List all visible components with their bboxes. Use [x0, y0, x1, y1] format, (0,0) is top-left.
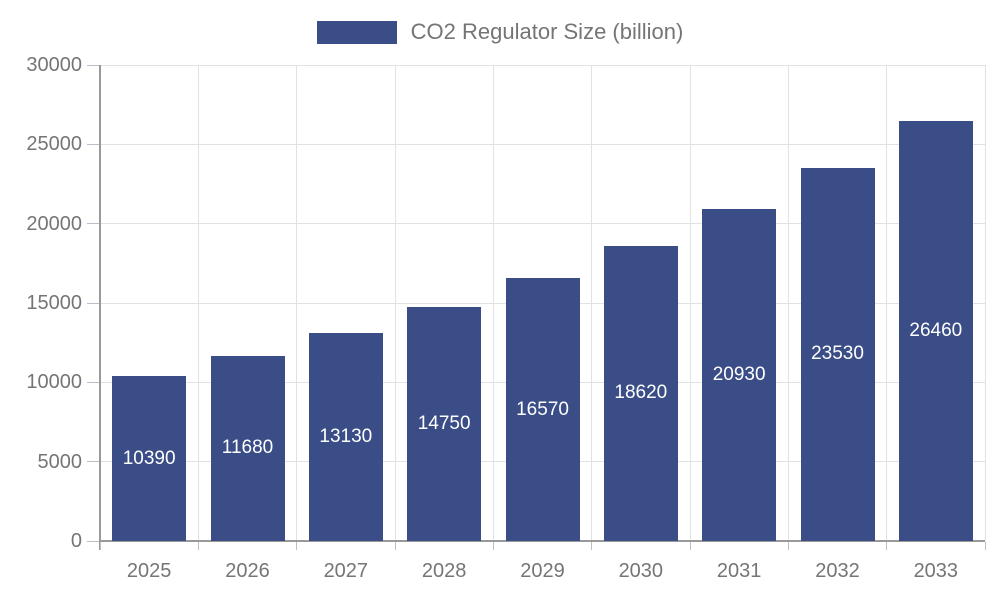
legend-item[interactable]: CO2 Regulator Size (billion) — [0, 19, 1000, 45]
bar[interactable]: 16570 — [505, 278, 580, 541]
y-axis-tick-label: 5000 — [37, 450, 83, 473]
v-gridline — [591, 65, 593, 541]
x-axis-tick-label: 2032 — [815, 560, 860, 582]
bar-value-label: 23530 — [811, 343, 864, 365]
h-gridline — [100, 223, 985, 225]
y-axis-line — [99, 65, 101, 550]
bar-value-label: 10390 — [122, 447, 176, 469]
x-axis-tick-label: 2027 — [323, 560, 369, 582]
bar[interactable]: 11680 — [210, 355, 285, 541]
y-axis-tick — [87, 302, 99, 304]
v-gridline — [197, 65, 199, 541]
y-axis-tick-label: 20000 — [26, 212, 82, 235]
y-axis-tick — [87, 143, 99, 145]
y-axis-tick-label: 15000 — [26, 292, 82, 314]
x-axis-tick-label: 2033 — [913, 560, 959, 582]
y-axis-tick — [87, 540, 99, 542]
bar-value-label: 14750 — [417, 412, 471, 434]
bar[interactable]: 23530 — [800, 167, 875, 541]
x-axis-tick — [197, 542, 199, 550]
x-axis-tick-label: 2031 — [716, 560, 762, 582]
bar-value-label: 20930 — [712, 363, 766, 385]
y-axis-tick — [87, 381, 99, 383]
x-axis-tick — [394, 542, 396, 550]
x-axis-tick-label: 2030 — [618, 560, 664, 582]
v-gridline — [689, 65, 691, 541]
bar-value-label: 18620 — [614, 382, 668, 404]
x-axis-tick — [492, 542, 494, 550]
bar[interactable]: 13130 — [308, 332, 383, 541]
bar-value-label: 11680 — [221, 437, 274, 459]
x-axis-tick — [787, 542, 789, 550]
y-axis-tick — [87, 64, 99, 66]
y-axis-tick — [87, 223, 99, 225]
y-axis-tick-label: 25000 — [26, 133, 82, 156]
legend-swatch — [316, 20, 397, 44]
v-gridline — [787, 65, 789, 541]
x-axis-tick — [99, 542, 101, 550]
v-gridline — [296, 65, 298, 541]
v-gridline — [886, 65, 888, 541]
bar[interactable]: 14750 — [407, 306, 482, 541]
x-axis-tick-label: 2028 — [421, 560, 467, 582]
bar-value-label: 16570 — [516, 398, 569, 420]
bar[interactable]: 26460 — [898, 121, 973, 541]
v-gridline — [984, 65, 986, 541]
h-gridline — [100, 64, 985, 66]
x-axis-tick-label: 2025 — [126, 560, 172, 582]
x-axis-tick — [886, 542, 888, 550]
bar-value-label: 26460 — [909, 320, 963, 342]
x-axis-line — [99, 540, 985, 542]
x-axis-tick — [984, 542, 986, 550]
y-axis-tick — [87, 461, 99, 463]
bar-value-label: 13130 — [319, 425, 373, 447]
x-axis-tick — [591, 542, 593, 550]
x-axis-tick — [296, 542, 298, 550]
h-gridline — [100, 143, 985, 145]
y-axis-tick-label: 30000 — [26, 54, 82, 76]
v-gridline — [492, 65, 494, 541]
y-axis-tick-label: 0 — [70, 530, 82, 552]
x-axis-tick-label: 2026 — [225, 560, 270, 582]
x-axis-tick-label: 2029 — [520, 560, 565, 582]
bar[interactable]: 20930 — [702, 208, 777, 541]
v-gridline — [394, 65, 396, 541]
bar[interactable]: 18620 — [603, 245, 678, 541]
y-axis-tick-label: 10000 — [26, 371, 82, 394]
x-axis-tick — [689, 542, 691, 550]
legend-label: CO2 Regulator Size (billion) — [410, 19, 684, 44]
bar[interactable]: 10390 — [112, 376, 187, 541]
